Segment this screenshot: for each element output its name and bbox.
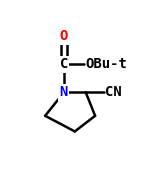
Text: N: N (60, 85, 68, 99)
Text: O: O (60, 29, 68, 43)
Text: CN: CN (105, 85, 122, 99)
Text: C: C (60, 57, 68, 71)
Text: OBu-t: OBu-t (85, 57, 127, 71)
